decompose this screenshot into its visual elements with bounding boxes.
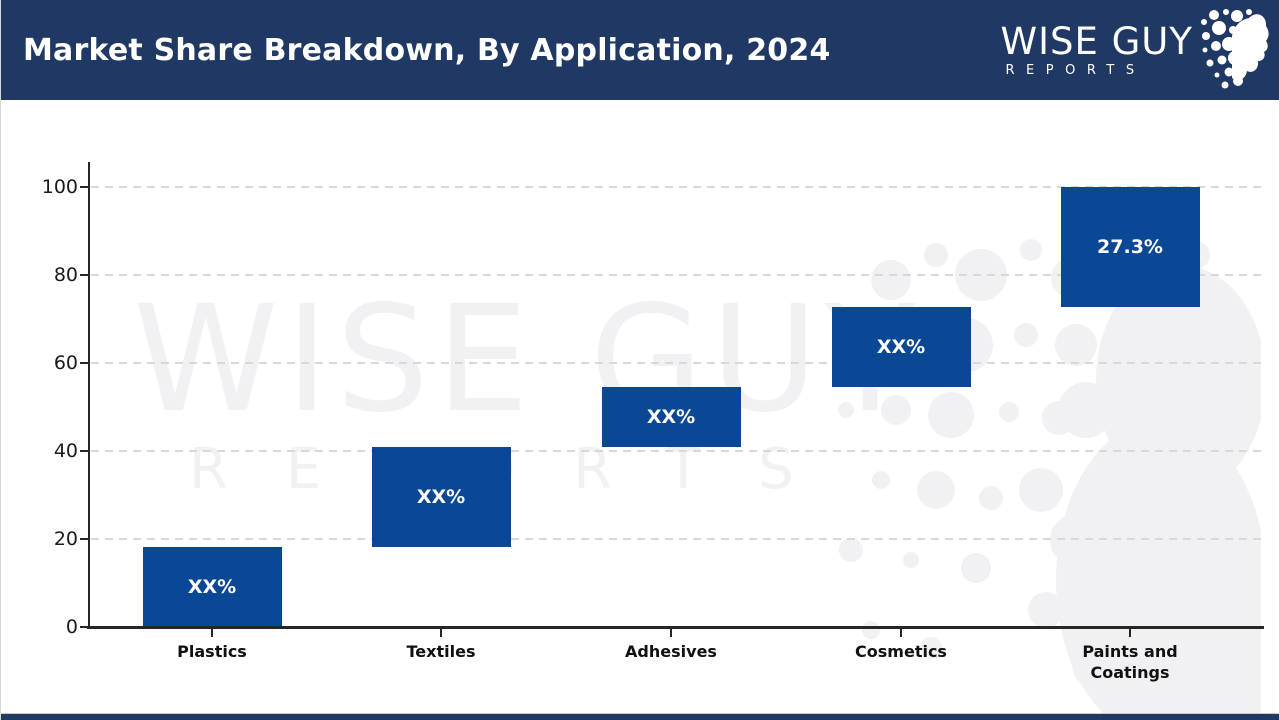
x-tick-label: Plastics <box>177 642 247 661</box>
brand-subtext: REPORTS <box>1005 62 1146 78</box>
y-axis-line <box>88 162 90 627</box>
brand-face-icon <box>1201 9 1269 89</box>
y-axis-tick <box>80 538 89 540</box>
gridline <box>91 186 1263 188</box>
header-bar: Market Share Breakdown, By Application, … <box>1 0 1279 100</box>
x-axis-tick <box>1129 629 1131 637</box>
y-tick-label: 80 <box>53 264 78 286</box>
gridline <box>91 538 1263 540</box>
bar-value-label: XX% <box>876 336 926 359</box>
y-axis-tick <box>80 626 89 628</box>
brand-logo: WISE GUY REPORTS <box>1001 6 1271 94</box>
gridline <box>91 450 1263 452</box>
y-tick-label: 20 <box>53 528 78 550</box>
bar-segment: 27.3% <box>1060 187 1200 308</box>
chart-area: WISE GUY REPORTS <box>1 100 1279 713</box>
x-tick-label: Textiles <box>406 642 476 661</box>
gridline <box>91 362 1263 364</box>
bar-segment: XX% <box>601 387 741 448</box>
y-tick-label: 0 <box>65 616 78 638</box>
brand-wordmark: WISE GUY <box>1000 19 1193 63</box>
bar-value-label: XX% <box>646 406 696 429</box>
x-axis-tick <box>670 629 672 637</box>
x-tick-label: Cosmetics <box>855 642 947 661</box>
footer-bar <box>1 713 1279 720</box>
gridline <box>91 274 1263 276</box>
brand-logo-text: WISE GUY REPORTS <box>1001 23 1193 78</box>
bar-segment: XX% <box>371 447 511 547</box>
x-axis-tick <box>440 629 442 637</box>
watermark-wordmark: WISE GUY <box>133 274 922 445</box>
y-axis-tick <box>80 450 89 452</box>
y-axis-tick <box>80 362 89 364</box>
x-tick-label: Adhesives <box>625 642 717 661</box>
bar-value-label: XX% <box>187 575 237 598</box>
y-axis-tick <box>80 274 89 276</box>
y-tick-label: 40 <box>53 440 78 462</box>
x-axis-tick <box>900 629 902 637</box>
bar-segment: XX% <box>831 307 971 388</box>
bar-value-label: 27.3% <box>1097 236 1163 259</box>
y-axis-tick <box>80 186 89 188</box>
chart-title: Market Share Breakdown, By Application, … <box>23 32 831 68</box>
bar-segment: XX% <box>142 546 282 627</box>
y-tick-label: 60 <box>53 352 78 374</box>
x-tick-label: Paints and Coatings <box>1082 642 1178 682</box>
x-axis-tick <box>211 629 213 637</box>
bar-value-label: XX% <box>416 485 466 508</box>
x-axis-line <box>87 626 1264 629</box>
y-tick-label: 100 <box>41 176 78 198</box>
